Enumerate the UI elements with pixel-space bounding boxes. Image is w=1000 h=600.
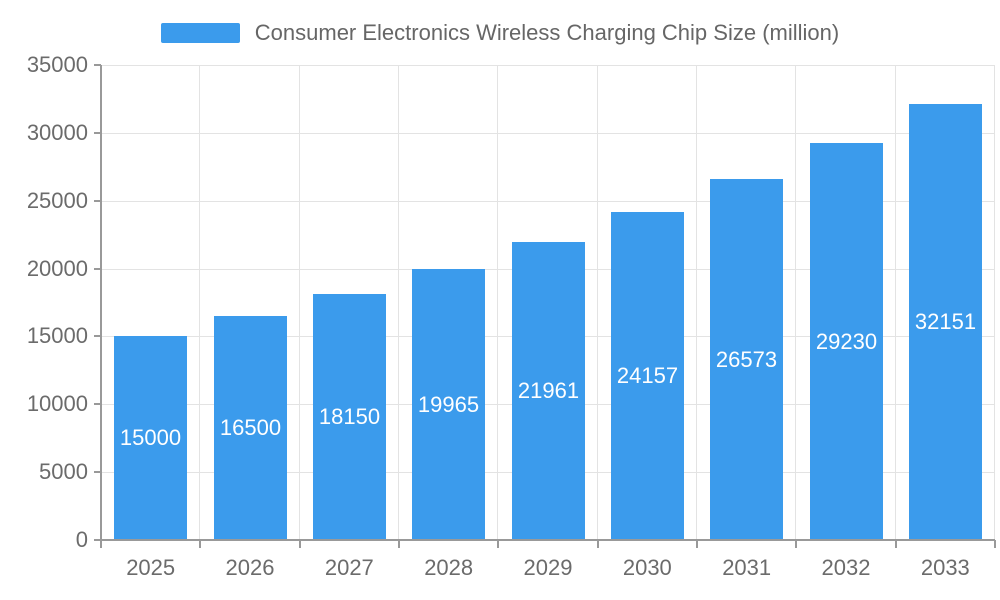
y-axis-tick [94,267,101,270]
bar-value-label: 24157 [616,363,679,388]
y-axis-tick [94,471,101,474]
y-axis-line [100,65,102,548]
gridline-vertical [994,65,995,540]
gridline-vertical [795,65,797,540]
bar[interactable]: 19965 [412,269,485,540]
gridline-vertical [298,65,300,540]
y-axis-label: 5000 [39,459,88,485]
gridline-horizontal [101,65,995,66]
y-axis-tick [94,539,101,541]
x-axis-label: 2032 [821,555,871,580]
y-axis-label: 20000 [26,255,88,281]
bar[interactable]: 24157 [611,212,684,540]
y-axis-label: 35000 [26,52,88,77]
x-axis-tick [994,540,996,548]
bar-value-label: 15000 [119,425,182,450]
x-axis-tick [497,540,500,548]
legend-label: Consumer Electronics Wireless Charging C… [254,20,840,45]
y-axis-tick [94,403,101,406]
bar-value-label: 18150 [318,404,381,429]
gridline-vertical [398,65,399,540]
bar[interactable]: 32151 [909,104,982,540]
gridline-vertical [894,65,896,540]
x-axis-label: 2025 [126,555,176,580]
x-axis-label: 2027 [324,555,374,580]
y-axis-label: 10000 [26,391,88,417]
legend-swatch [160,23,240,43]
y-axis-tick [94,131,101,134]
bar[interactable]: 26573 [710,179,783,540]
gridline-vertical [497,65,499,540]
gridline-horizontal [101,200,995,202]
gridline-horizontal [101,132,995,134]
x-axis-label: 2028 [424,555,474,580]
x-axis-tick [398,540,400,548]
bar[interactable]: 18150 [313,294,386,540]
x-axis-label: 2033 [920,555,970,580]
y-axis-label: 25000 [26,187,88,213]
x-axis-label: 2026 [225,555,275,580]
x-axis-tick [795,540,798,548]
x-axis-tick [100,540,102,548]
bar[interactable]: 21961 [512,242,585,540]
y-axis-tick [94,335,101,338]
plot-area: 0 5000 10000 15000 20000 25000 30000 35000 15000… [27,52,996,580]
bar[interactable]: 29230 [810,143,883,540]
bar-value-label: 29230 [815,328,878,354]
bar-value-label: 26573 [715,346,778,372]
y-axis-tick [94,64,101,66]
bar-value-label: 16500 [219,415,282,440]
x-axis-tick [199,540,202,548]
x-axis-tick [696,540,698,548]
bar[interactable]: 16500 [214,316,287,540]
x-axis-line [100,539,995,541]
bar[interactable]: 15000 [114,336,187,540]
bar-value-label: 19965 [417,391,480,417]
gridline-vertical [696,65,697,540]
gridline-vertical [596,65,598,540]
x-axis-tick [894,540,897,548]
gridline-vertical [199,65,201,540]
x-axis-tick [298,540,301,548]
y-axis-tick [94,199,101,202]
y-axis-label: 15000 [26,323,88,349]
x-axis-label: 2029 [523,555,573,580]
y-axis-label: 30000 [26,119,88,145]
bar-value-label: 21961 [517,378,580,403]
x-axis-label: 2030 [622,555,672,580]
y-axis-label: 0 [75,527,88,552]
x-axis-label: 2031 [722,555,772,580]
legend-item[interactable]: Consumer Electronics Wireless Charging C… [0,22,1000,44]
x-axis-tick [596,540,599,548]
bar-value-label: 32151 [914,309,977,334]
